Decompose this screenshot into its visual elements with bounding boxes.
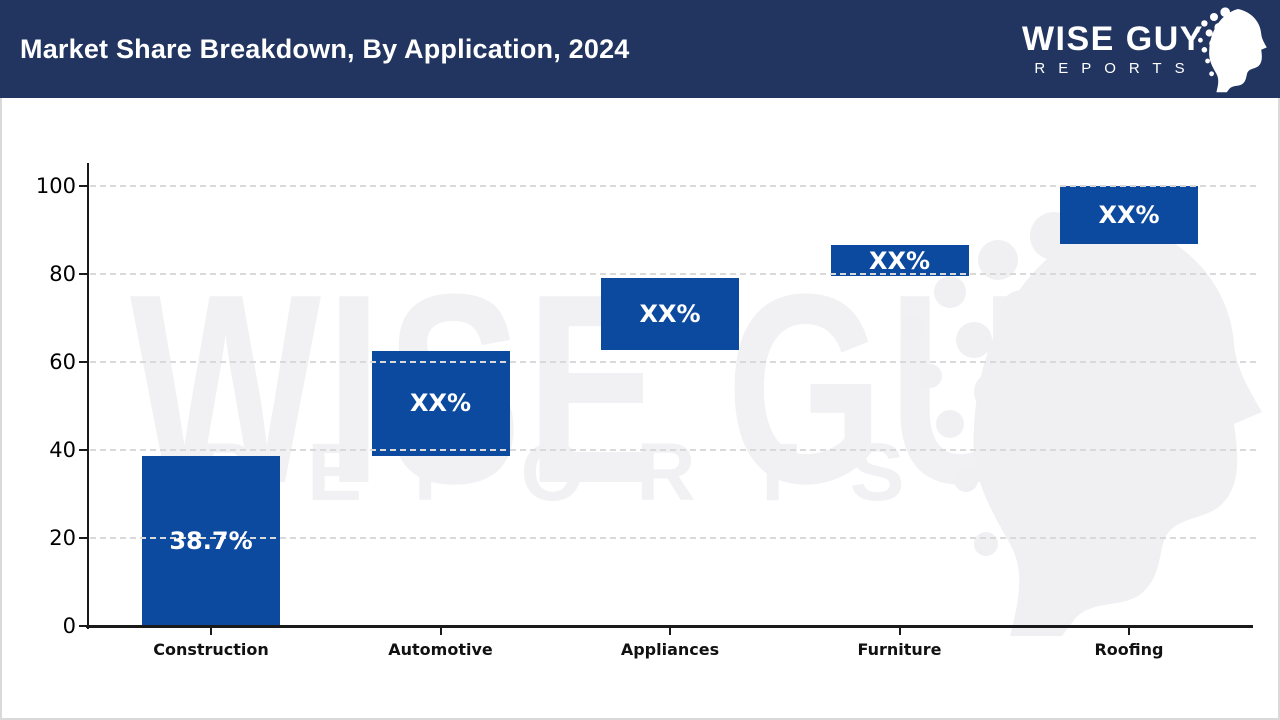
watermark-subtitle: REPORTS bbox=[196, 427, 957, 518]
gridline-40 bbox=[90, 449, 1256, 451]
y-tick-label-0: 0 bbox=[62, 614, 76, 638]
x-tick-automotive bbox=[439, 628, 442, 635]
bar-value-construction: 38.7% bbox=[169, 526, 253, 555]
gridline-20 bbox=[90, 537, 1256, 539]
y-axis bbox=[87, 163, 89, 629]
page-title: Market Share Breakdown, By Application, … bbox=[20, 33, 630, 64]
x-label-furniture: Furniture bbox=[857, 640, 942, 659]
y-tick-label-80: 80 bbox=[49, 262, 76, 286]
bar-roofing bbox=[1060, 186, 1198, 245]
brand-logo-text: WISE GUY REPORTS bbox=[1022, 22, 1204, 77]
bar-construction bbox=[142, 455, 280, 626]
header: Market Share Breakdown, By Application, … bbox=[0, 0, 1280, 98]
x-tick-appliances bbox=[669, 628, 671, 635]
y-tick-40 bbox=[79, 449, 88, 451]
bar-appliances bbox=[601, 277, 739, 351]
brand-wordmark: WISE GUY bbox=[1021, 19, 1204, 58]
bar-value-automotive: XX% bbox=[409, 389, 472, 418]
brand-subtitle: REPORTS bbox=[1034, 59, 1198, 77]
brand-head-icon bbox=[1194, 7, 1267, 93]
y-tick-0 bbox=[79, 625, 88, 627]
y-tick-80 bbox=[79, 273, 88, 275]
x-axis bbox=[86, 625, 1253, 628]
x-label-construction: Construction bbox=[153, 640, 269, 659]
bar-value-roofing: XX% bbox=[1098, 201, 1160, 230]
x-tick-furniture bbox=[898, 628, 901, 635]
bar-value-furniture: XX% bbox=[868, 246, 931, 275]
gridline-60 bbox=[90, 361, 1256, 363]
y-tick-label-60: 60 bbox=[49, 350, 76, 374]
gridline-80 bbox=[90, 273, 1256, 275]
y-tick-20 bbox=[79, 537, 88, 539]
bar-value-appliances: XX% bbox=[639, 299, 701, 328]
y-tick-label-20: 20 bbox=[49, 526, 76, 550]
y-tick-label-100: 100 bbox=[35, 174, 76, 198]
x-label-automotive: Automotive bbox=[388, 640, 493, 659]
brand-logo: WISE GUY REPORTS bbox=[1022, 5, 1270, 93]
y-tick-60 bbox=[79, 361, 88, 363]
y-tick-100 bbox=[79, 185, 88, 187]
x-tick-roofing bbox=[1128, 628, 1130, 635]
x-label-appliances: Appliances bbox=[620, 640, 720, 659]
x-label-roofing: Roofing bbox=[1094, 640, 1164, 659]
gridline-100 bbox=[90, 185, 1256, 187]
y-tick-label-40: 40 bbox=[49, 438, 76, 462]
bar-furniture bbox=[830, 244, 969, 277]
bar-automotive bbox=[371, 351, 510, 456]
x-tick-construction bbox=[210, 628, 212, 635]
